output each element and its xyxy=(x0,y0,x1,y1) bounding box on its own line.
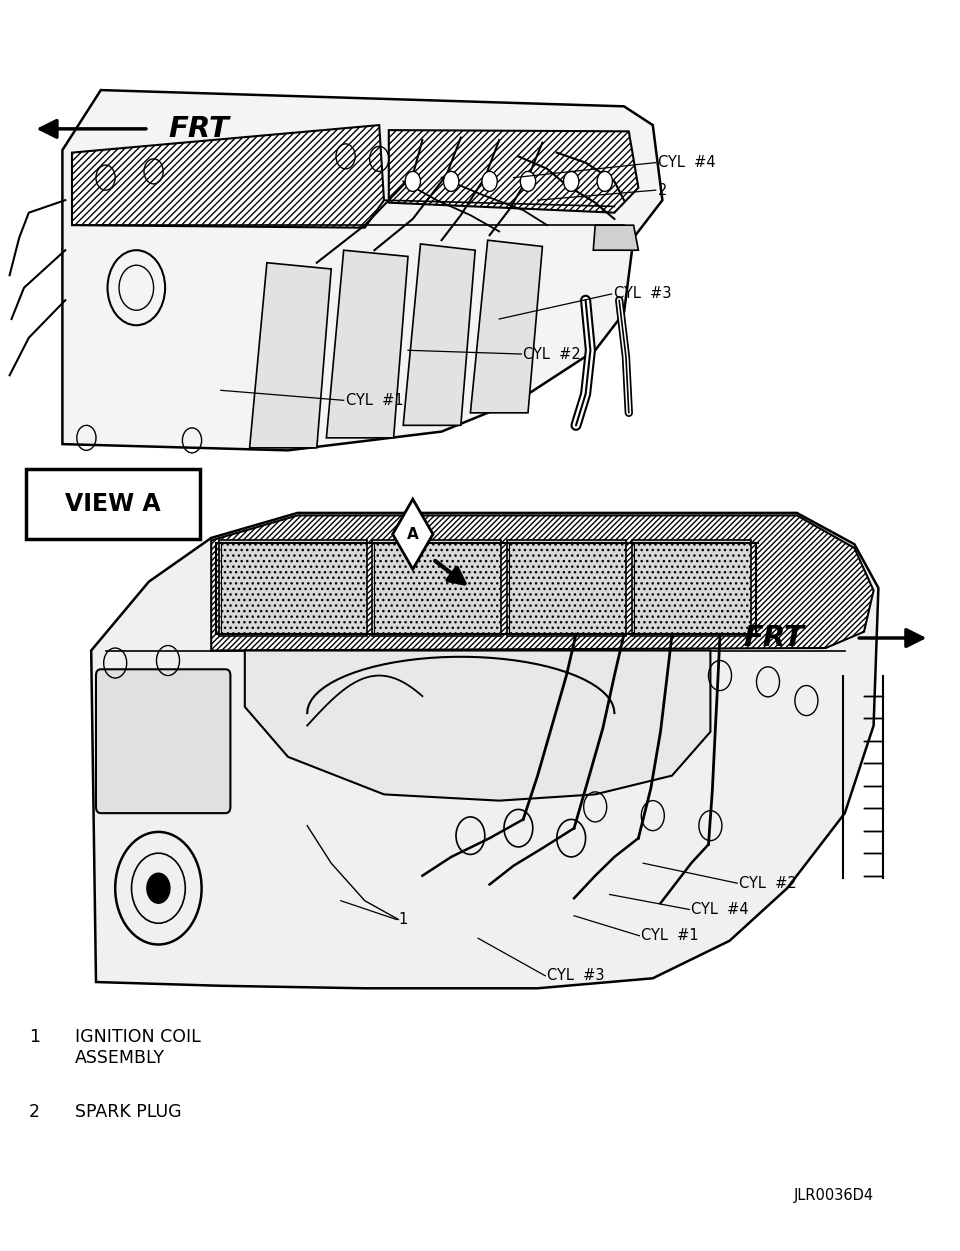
FancyBboxPatch shape xyxy=(632,540,751,636)
Polygon shape xyxy=(326,250,408,438)
Polygon shape xyxy=(91,513,878,988)
Text: CYL  #3: CYL #3 xyxy=(614,286,672,301)
Circle shape xyxy=(482,171,497,191)
Polygon shape xyxy=(389,130,638,213)
Circle shape xyxy=(405,171,420,191)
Polygon shape xyxy=(250,263,331,448)
Polygon shape xyxy=(211,515,874,651)
Polygon shape xyxy=(72,125,384,228)
Text: FRT: FRT xyxy=(744,624,804,652)
Text: IGNITION COIL
ASSEMBLY: IGNITION COIL ASSEMBLY xyxy=(75,1028,201,1067)
Circle shape xyxy=(597,171,612,191)
Text: 1: 1 xyxy=(398,912,408,927)
FancyBboxPatch shape xyxy=(26,469,200,539)
Text: CYL  #3: CYL #3 xyxy=(547,968,605,983)
Text: 2: 2 xyxy=(658,183,667,198)
FancyBboxPatch shape xyxy=(372,540,501,636)
Circle shape xyxy=(444,171,459,191)
Polygon shape xyxy=(470,240,542,413)
Text: CYL  #2: CYL #2 xyxy=(523,347,581,362)
Text: CYL  #2: CYL #2 xyxy=(739,876,797,891)
Circle shape xyxy=(520,171,536,191)
Text: FRT: FRT xyxy=(168,115,228,143)
Polygon shape xyxy=(393,499,433,569)
FancyBboxPatch shape xyxy=(507,540,626,636)
Text: 2: 2 xyxy=(29,1103,39,1121)
Polygon shape xyxy=(403,244,475,425)
Text: VIEW A: VIEW A xyxy=(65,492,160,517)
Text: CYL  #1: CYL #1 xyxy=(641,928,699,943)
Text: JLR0036D4: JLR0036D4 xyxy=(794,1188,874,1203)
Text: SPARK PLUG: SPARK PLUG xyxy=(75,1103,181,1121)
Polygon shape xyxy=(245,651,710,801)
Circle shape xyxy=(147,873,170,903)
Text: A: A xyxy=(407,527,419,542)
Polygon shape xyxy=(593,225,638,250)
Polygon shape xyxy=(62,90,662,450)
Circle shape xyxy=(564,171,579,191)
Text: CYL  #1: CYL #1 xyxy=(346,393,403,408)
Text: CYL  #4: CYL #4 xyxy=(658,155,715,170)
FancyBboxPatch shape xyxy=(219,540,367,636)
Text: 1: 1 xyxy=(29,1028,39,1046)
Text: CYL  #4: CYL #4 xyxy=(691,902,749,917)
FancyBboxPatch shape xyxy=(96,669,230,813)
